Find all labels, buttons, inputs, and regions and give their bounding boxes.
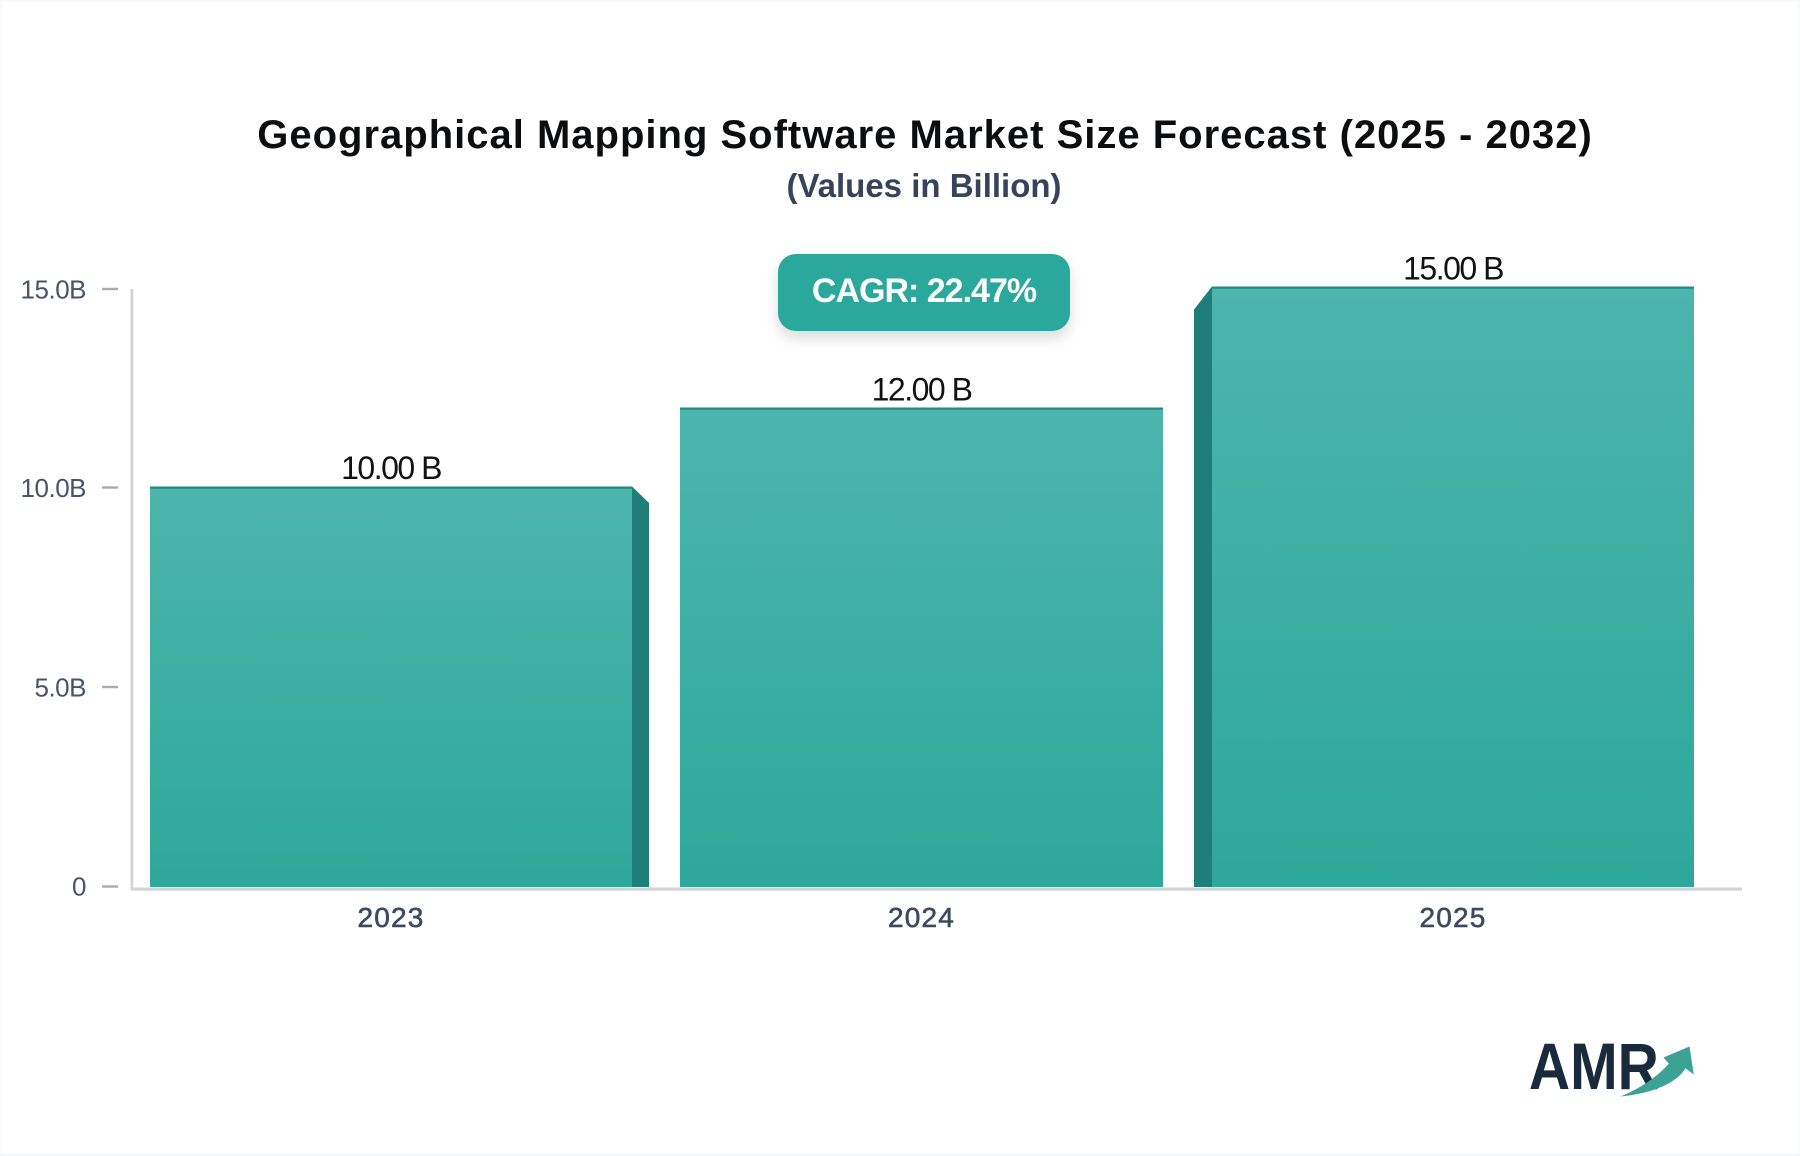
svg-text:2023: 2023	[357, 902, 424, 933]
svg-text:(Values in Billion): (Values in Billion)	[786, 167, 1061, 204]
svg-text:2025: 2025	[1419, 902, 1486, 933]
svg-text:15.0B: 15.0B	[21, 275, 86, 305]
svg-text:5.0B: 5.0B	[35, 673, 87, 703]
svg-text:2024: 2024	[888, 902, 955, 933]
svg-text:10.0B: 10.0B	[21, 473, 86, 503]
svg-text:12.00 B: 12.00 B	[872, 372, 972, 408]
svg-text:0: 0	[72, 872, 86, 902]
svg-text:10.00 B: 10.00 B	[341, 450, 441, 486]
svg-text:CAGR: 22.47%: CAGR: 22.47%	[812, 272, 1037, 310]
svg-text:15.00 B: 15.00 B	[1403, 251, 1503, 287]
svg-text:Geographical Mapping Software: Geographical Mapping Software Market Siz…	[257, 113, 1593, 157]
